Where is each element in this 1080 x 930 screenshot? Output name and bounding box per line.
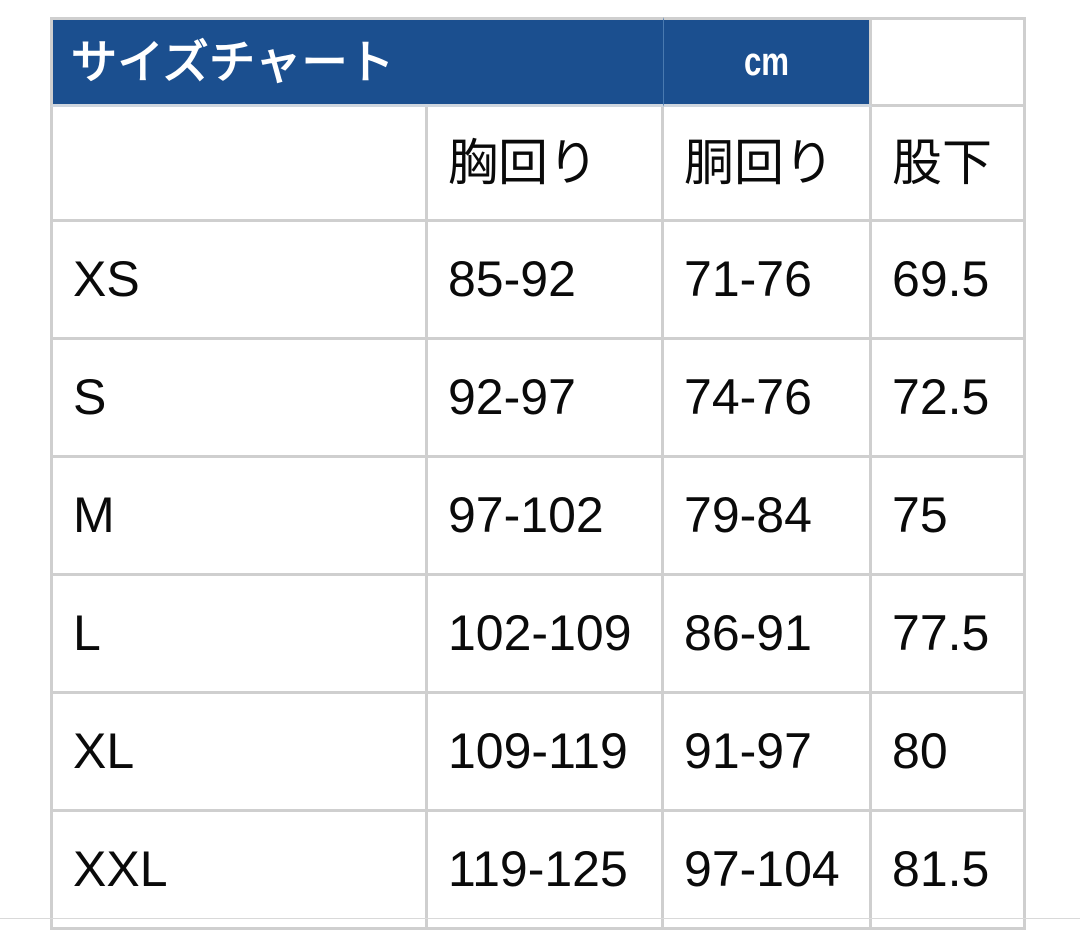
column-header-size [50, 107, 428, 222]
cell-waist: 91-97 [664, 694, 873, 812]
cell-waist-value: 97-104 [684, 841, 840, 898]
cell-waist: 86-91 [664, 576, 873, 694]
bottom-divider [0, 918, 1080, 919]
cell-chest-value: 97-102 [448, 487, 604, 544]
column-header-waist-label: 胴回り [684, 134, 835, 191]
cell-chest-value: 92-97 [448, 369, 576, 426]
chart-title-cell: サイズチャート [50, 17, 665, 107]
cell-size: XS [50, 222, 428, 340]
cell-chest: 97-102 [428, 458, 665, 576]
cell-chest: 85-92 [428, 222, 665, 340]
cell-size: S [50, 340, 428, 458]
column-header-row: 胸回り 胴回り 股下 [50, 107, 1027, 222]
cell-size-value: XL [73, 723, 135, 780]
cell-inseam: 81.5 [872, 812, 1027, 930]
chart-title-row: サイズチャート cm [50, 17, 1027, 107]
cell-chest-value: 102-109 [448, 605, 632, 662]
cell-size: XL [50, 694, 428, 812]
table-row: XS 85-92 71-76 69.5 [50, 222, 1027, 340]
page-title: サイズチャート [71, 36, 395, 88]
cell-chest: 119-125 [428, 812, 665, 930]
cell-size: L [50, 576, 428, 694]
cell-size-value: XS [73, 251, 140, 308]
cell-inseam: 69.5 [872, 222, 1027, 340]
cell-size-value: M [73, 487, 115, 544]
table-row: XXL 119-125 97-104 81.5 [50, 812, 1027, 930]
cell-inseam: 72.5 [872, 340, 1027, 458]
column-header-waist: 胴回り [664, 107, 873, 222]
cell-waist-value: 71-76 [684, 251, 812, 308]
column-header-chest-label: 胸回り [448, 134, 598, 191]
cell-chest-value: 109-119 [448, 723, 628, 780]
cell-waist: 79-84 [664, 458, 873, 576]
cell-size: XXL [50, 812, 428, 930]
size-chart-table: サイズチャート cm 胸回り 胴回り [50, 17, 1027, 930]
cell-inseam: 80 [872, 694, 1027, 812]
cell-inseam-value: 81.5 [892, 841, 990, 898]
column-header-chest: 胸回り [428, 107, 665, 222]
cell-waist-value: 74-76 [684, 369, 812, 426]
cell-inseam: 77.5 [872, 576, 1027, 694]
cell-waist-value: 79-84 [684, 487, 812, 544]
cell-size-value: S [73, 369, 107, 426]
cell-chest: 92-97 [428, 340, 665, 458]
table-row: S 92-97 74-76 72.5 [50, 340, 1027, 458]
cell-inseam-value: 77.5 [892, 605, 990, 662]
cell-waist: 74-76 [664, 340, 873, 458]
cell-chest: 102-109 [428, 576, 665, 694]
table-row: XL 109-119 91-97 80 [50, 694, 1027, 812]
cell-waist-value: 86-91 [684, 605, 812, 662]
cell-size: M [50, 458, 428, 576]
cell-size-value: L [73, 605, 101, 662]
cell-size-value: XXL [73, 841, 168, 898]
table-row: L 102-109 86-91 77.5 [50, 576, 1027, 694]
cell-chest-value: 85-92 [448, 251, 576, 308]
cell-inseam-value: 69.5 [892, 251, 990, 308]
unit-cell: cm [664, 17, 873, 107]
cell-waist: 71-76 [664, 222, 873, 340]
cell-chest: 109-119 [428, 694, 665, 812]
column-header-inseam-label: 股下 [892, 134, 993, 191]
cell-inseam-value: 75 [892, 487, 948, 544]
column-header-inseam: 股下 [872, 107, 1027, 222]
unit-label: cm [743, 40, 790, 84]
cell-waist-value: 91-97 [684, 723, 812, 780]
cell-chest-value: 119-125 [448, 841, 628, 898]
cell-inseam: 75 [872, 458, 1027, 576]
title-row-blank-cell [872, 17, 1027, 107]
cell-inseam-value: 72.5 [892, 369, 990, 426]
table-row: M 97-102 79-84 75 [50, 458, 1027, 576]
cell-inseam-value: 80 [892, 723, 948, 780]
cell-waist: 97-104 [664, 812, 873, 930]
